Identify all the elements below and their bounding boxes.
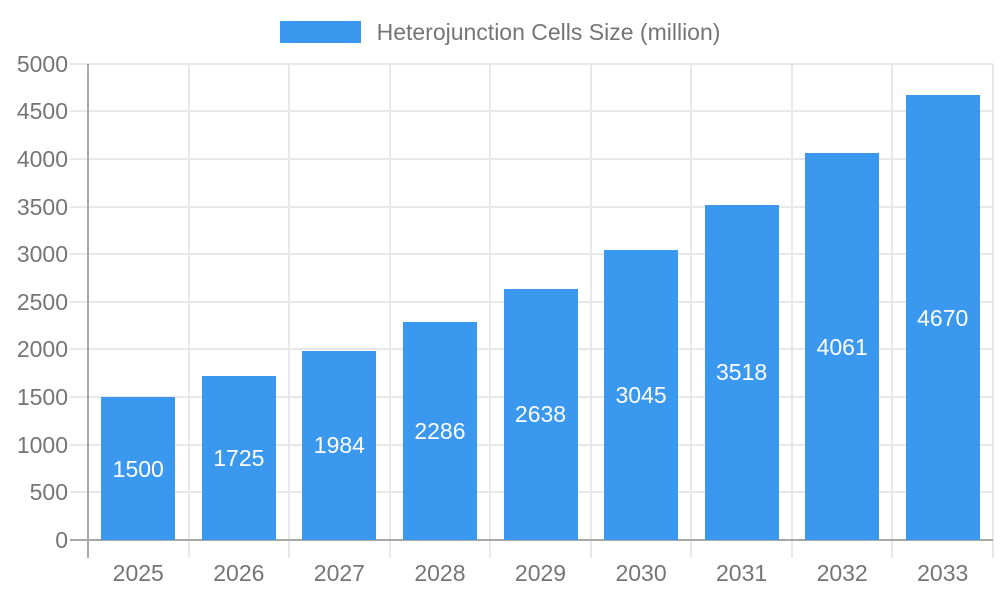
x-axis-tick-label-2032: 2032: [816, 560, 868, 586]
bar-2025[interactable]: [101, 397, 176, 540]
bar-2028[interactable]: [402, 322, 477, 540]
bar-2029[interactable]: [503, 288, 578, 540]
bar-2027[interactable]: [302, 350, 377, 540]
bar-value-2028: 2286: [414, 418, 466, 445]
bar-value-2031: 3518: [716, 359, 768, 386]
gridline-vertical: [288, 63, 291, 558]
bar-value-2025: 1500: [112, 455, 164, 482]
x-axis-tick-label-2033: 2033: [917, 560, 969, 586]
y-axis-tick-label: 500: [29, 479, 68, 506]
x-axis-tick-label-2031: 2031: [716, 560, 768, 586]
y-axis-tick-label: 2500: [16, 288, 68, 315]
bar-value-2032: 4061: [816, 333, 868, 360]
x-axis-tick-label-2026: 2026: [213, 560, 265, 586]
y-axis-tick-label: 1000: [16, 431, 68, 458]
gridline-vertical: [589, 63, 592, 558]
y-axis-tick-label: 2000: [16, 336, 68, 363]
gridline-horizontal: [70, 253, 993, 256]
bar-value-2026: 1725: [213, 444, 265, 471]
y-axis-tick-label: 0: [55, 527, 68, 553]
bar-2030[interactable]: [604, 249, 679, 540]
legend-swatch-icon: [279, 21, 361, 43]
bar-2033[interactable]: [905, 95, 980, 540]
y-axis-tick-label: 3500: [16, 193, 68, 220]
x-axis-tick-label-2025: 2025: [112, 560, 164, 586]
bar-value-2030: 3045: [615, 381, 667, 408]
gridline-vertical: [992, 63, 994, 558]
gridline-horizontal: [70, 157, 993, 160]
y-axis-tick-label: 4000: [16, 145, 68, 172]
y-axis-line: [87, 63, 89, 558]
legend-label: Heterojunction Cells Size (million): [376, 19, 721, 45]
bar-2032[interactable]: [805, 153, 880, 540]
y-axis-tick-label: 4500: [16, 98, 68, 125]
x-axis-tick-label-2027: 2027: [313, 560, 365, 586]
bar-value-2029: 2638: [514, 401, 567, 428]
x-axis-tick-label-2028: 2028: [414, 560, 466, 586]
y-axis-tick-label: 5000: [16, 50, 68, 77]
bar-2031[interactable]: [704, 204, 779, 540]
gridline-vertical: [388, 63, 391, 558]
bar-value-2033: 4670: [917, 304, 969, 331]
gridline-horizontal: [70, 110, 993, 113]
y-axis-tick-label: 3000: [16, 241, 68, 268]
bar-2026[interactable]: [201, 375, 276, 540]
gridline-vertical: [690, 63, 693, 558]
x-axis-line: [70, 539, 993, 541]
gridline-vertical: [790, 63, 793, 558]
x-axis-tick-label-2030: 2030: [615, 560, 667, 586]
x-axis-tick-label-2029: 2029: [514, 560, 567, 586]
y-axis-tick-label: 1500: [16, 384, 68, 411]
gridline-horizontal: [70, 62, 993, 65]
gridline-vertical: [489, 63, 492, 558]
gridline-horizontal: [70, 205, 993, 208]
gridline-vertical: [891, 63, 894, 558]
legend[interactable]: Heterojunction Cells Size (million): [0, 18, 1000, 46]
gridline-vertical: [187, 63, 190, 558]
bar-value-2027: 1984: [313, 432, 365, 459]
